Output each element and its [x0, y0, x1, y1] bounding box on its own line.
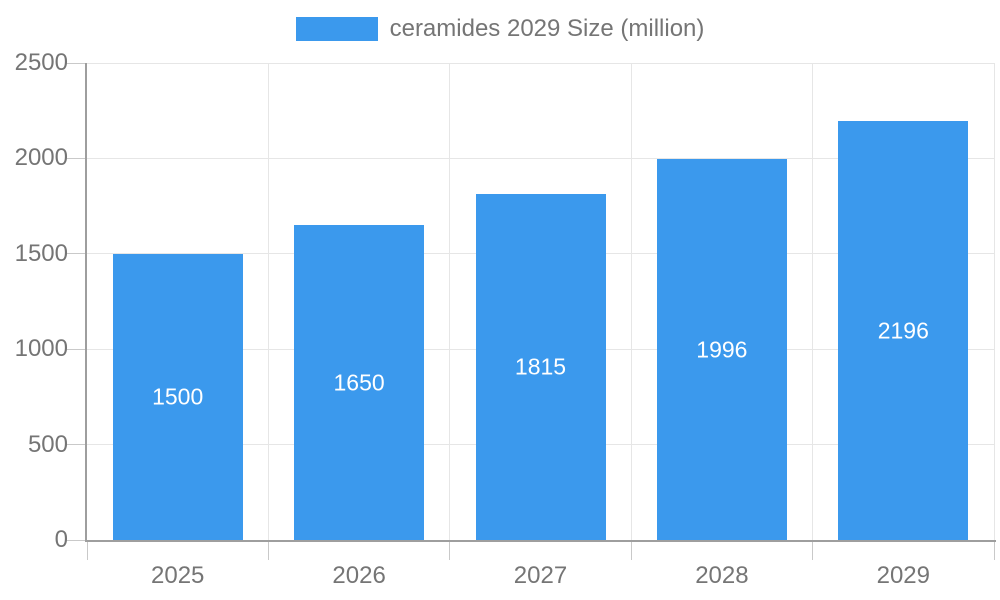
h-gridline: [87, 157, 994, 159]
bar: [294, 225, 425, 540]
x-tick-label: 2027: [513, 562, 568, 589]
bar-value-label: 1500: [152, 383, 204, 410]
v-gridline: [630, 63, 632, 540]
y-tick-label: 2500: [14, 49, 68, 76]
plot-area: 1500 1650 1815 1996 2196: [67, 62, 996, 560]
bar-value-label: 2196: [877, 317, 929, 343]
legend-swatch: [295, 17, 378, 41]
x-tick-mark: [86, 542, 88, 560]
y-tick-mark: [67, 348, 85, 350]
x-tick-label: 2025: [150, 562, 205, 589]
legend: ceramides 2029 Size (million): [0, 15, 1000, 43]
x-tick-label: 2029: [876, 562, 930, 589]
y-tick-mark: [67, 444, 85, 446]
x-tick-mark: [449, 542, 451, 560]
bar: [112, 253, 243, 540]
x-tick-mark: [267, 542, 269, 560]
v-gridline: [267, 63, 269, 540]
y-tick-label: 1500: [14, 239, 68, 267]
bar-value-label: 1996: [696, 336, 748, 363]
x-tick-mark: [812, 542, 814, 560]
bar: [475, 193, 606, 540]
y-tick-mark: [67, 253, 85, 255]
legend-label: ceramides 2029 Size (million): [389, 15, 705, 42]
bar-value-label: 1650: [333, 369, 385, 396]
bar-value-label: 1815: [514, 353, 567, 380]
y-axis-line: [85, 63, 87, 542]
y-tick-mark: [67, 157, 85, 159]
y-tick-label: 0: [54, 526, 68, 553]
v-gridline: [449, 63, 451, 540]
bar: [838, 121, 969, 540]
x-tick-label: 2028: [695, 562, 749, 589]
y-tick-label: 500: [27, 430, 68, 458]
x-tick-mark: [993, 542, 995, 560]
y-tick-label: 1000: [14, 335, 68, 363]
x-tick-mark: [630, 542, 632, 560]
bar: [656, 159, 787, 540]
y-tick-mark: [67, 62, 85, 64]
x-axis-line: [85, 540, 996, 542]
x-tick-label: 2026: [332, 562, 386, 589]
v-gridline: [812, 63, 814, 540]
v-gridline: [993, 63, 995, 540]
y-tick-label: 2000: [14, 144, 68, 172]
h-gridline: [87, 62, 994, 64]
legend-item[interactable]: ceramides 2029 Size (million): [295, 15, 705, 43]
y-tick-mark: [67, 539, 85, 541]
